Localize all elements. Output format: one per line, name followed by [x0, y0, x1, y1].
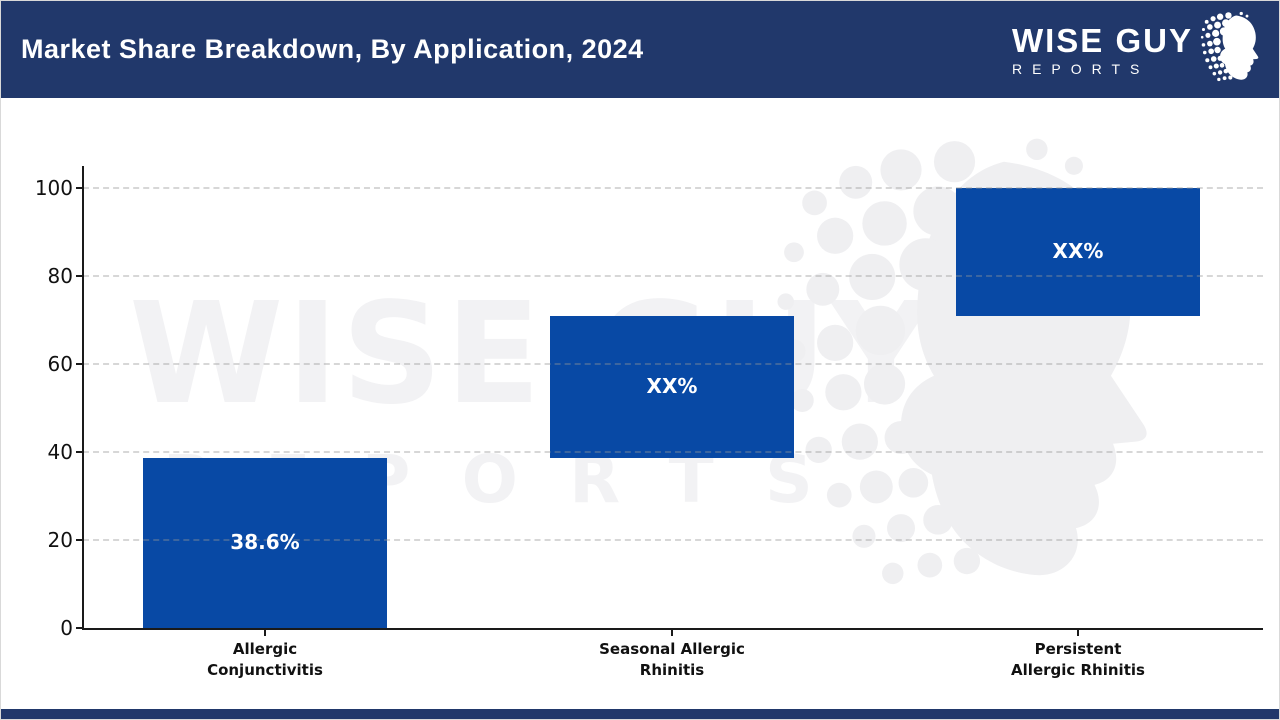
- header-bar: Market Share Breakdown, By Application, …: [1, 1, 1279, 98]
- bar-segment: [143, 458, 387, 628]
- y-axis-line: [82, 166, 84, 630]
- bar-segment: [550, 315, 794, 459]
- bar-segment: [956, 188, 1200, 316]
- y-axis-tick-mark: [76, 275, 83, 277]
- gridline: [83, 187, 1263, 189]
- logo-reports-text: REPORTS: [1011, 60, 1150, 77]
- y-axis-tick-mark: [76, 363, 83, 365]
- x-axis-tick-mark: [1077, 630, 1079, 636]
- bar-value-label: 38.6%: [230, 530, 300, 555]
- gridline: [83, 539, 1263, 541]
- x-axis-category-label: Persistent Allergic Rhinitis: [1011, 640, 1145, 679]
- x-axis-tick-mark: [671, 630, 673, 636]
- gridline: [83, 363, 1263, 365]
- logo-face-icon: [1200, 11, 1259, 82]
- x-axis-tick-mark: [264, 630, 266, 636]
- footer-bar: [1, 709, 1279, 719]
- logo-brand-text: WISE GUY: [1011, 21, 1193, 59]
- y-axis-tick-label: 100: [34, 176, 73, 200]
- y-axis-tick-label: 40: [47, 440, 73, 464]
- x-axis-category-label: Allergic Conjunctivitis: [207, 640, 323, 679]
- wise-guy-logo: WISE GUY REPORTS: [1012, 7, 1263, 93]
- gridline: [83, 275, 1263, 277]
- bar-value-label: XX%: [1052, 238, 1104, 263]
- y-axis-tick-label: 60: [47, 352, 73, 376]
- x-axis-line: [82, 628, 1263, 630]
- y-axis-tick-mark: [76, 539, 83, 541]
- y-axis-tick-mark: [76, 187, 83, 189]
- y-axis-tick-mark: [76, 451, 83, 453]
- gridline: [83, 451, 1263, 453]
- y-axis-tick-label: 20: [47, 528, 73, 552]
- x-axis-category-label: Seasonal Allergic Rhinitis: [599, 640, 745, 679]
- chart-title: Market Share Breakdown, By Application, …: [21, 34, 644, 64]
- bar-value-label: XX%: [646, 373, 698, 398]
- y-axis-tick-label: 80: [47, 264, 73, 288]
- y-axis-tick-label: 0: [60, 616, 73, 640]
- y-axis-tick-mark: [76, 627, 83, 629]
